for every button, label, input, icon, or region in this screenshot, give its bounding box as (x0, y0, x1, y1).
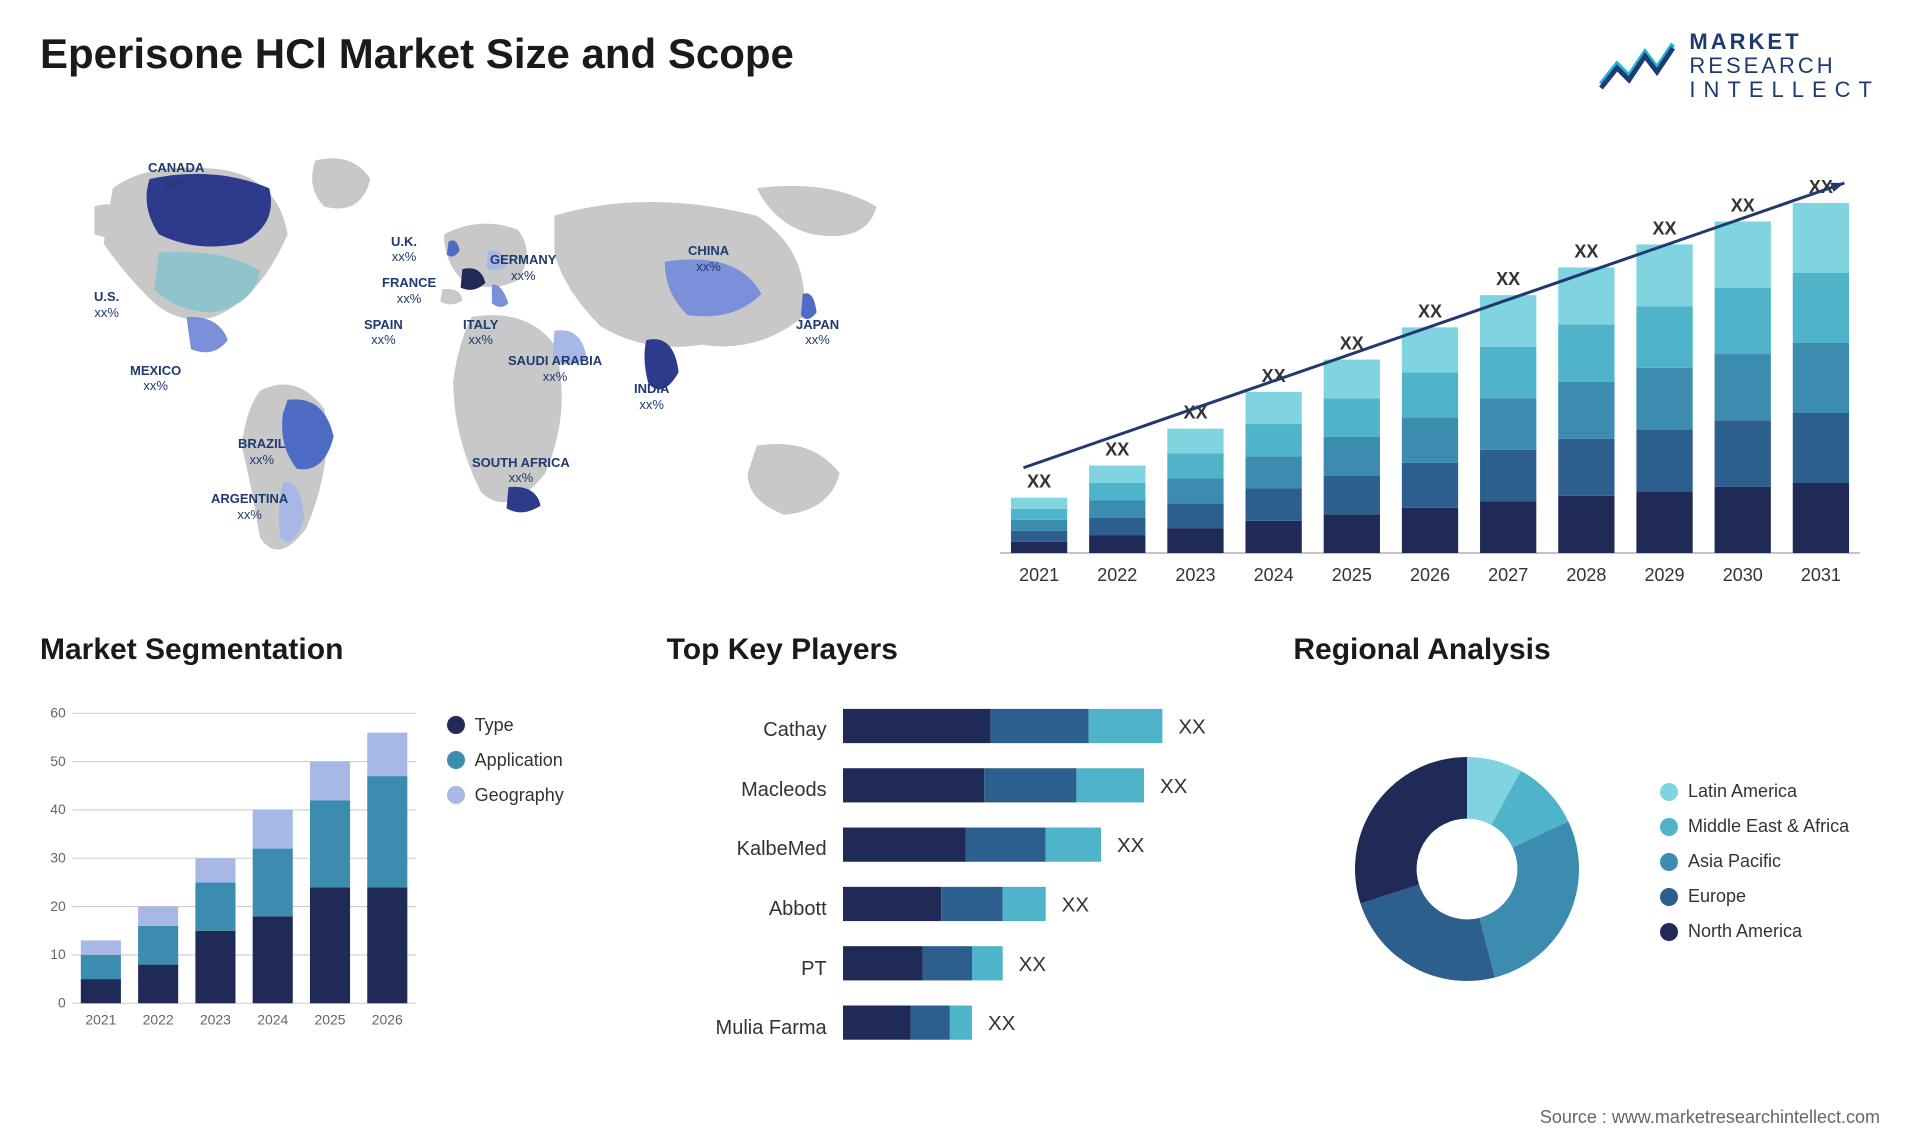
map-label-u-s-: U.S.xx% (94, 289, 119, 320)
players-bars: XX XX XX XX XX XX (843, 695, 1254, 1065)
svg-text:XX: XX (1574, 241, 1598, 261)
svg-text:XX: XX (1061, 893, 1089, 916)
map-label-spain: SPAINxx% (364, 317, 403, 348)
map-label-japan: JAPANxx% (796, 317, 839, 348)
svg-text:2025: 2025 (1332, 565, 1372, 585)
map-label-argentina: ARGENTINAxx% (211, 491, 288, 522)
svg-text:20: 20 (50, 897, 66, 913)
svg-text:2028: 2028 (1566, 565, 1606, 585)
region-legend-north-america: North America (1660, 921, 1880, 942)
svg-text:60: 60 (50, 704, 66, 720)
regional-panel: Regional Analysis Latin America Middle Ea… (1293, 633, 1880, 1053)
svg-text:2023: 2023 (200, 1011, 231, 1027)
segmentation-chart: 0 10 20 30 40 50 60 2021 2022 2023 2024 2025 2026 (40, 685, 427, 1053)
logo-text-1: MARKET (1689, 30, 1880, 54)
svg-text:0: 0 (58, 994, 66, 1010)
svg-text:XX: XX (1418, 301, 1442, 321)
svg-text:2026: 2026 (372, 1011, 403, 1027)
svg-text:XX: XX (1105, 439, 1129, 459)
svg-text:50: 50 (50, 752, 66, 768)
svg-text:30: 30 (50, 849, 66, 865)
map-label-china: CHINAxx% (688, 243, 729, 274)
svg-text:2027: 2027 (1488, 565, 1528, 585)
svg-text:2026: 2026 (1410, 565, 1450, 585)
svg-text:40: 40 (50, 801, 66, 817)
svg-text:2021: 2021 (85, 1011, 116, 1027)
map-label-brazil: BRAZILxx% (238, 436, 286, 467)
logo-text-3: INTELLECT (1689, 78, 1880, 102)
svg-text:2021: 2021 (1019, 565, 1059, 585)
player-name-pt: PT (667, 958, 827, 981)
regional-donut (1293, 729, 1640, 1009)
svg-text:XX: XX (988, 1012, 1016, 1035)
map-label-mexico: MEXICOxx% (130, 363, 181, 394)
svg-text:2024: 2024 (1254, 565, 1294, 585)
svg-text:2030: 2030 (1723, 565, 1763, 585)
svg-text:XX: XX (1731, 195, 1755, 215)
player-name-kalbemed: KalbeMed (667, 838, 827, 861)
logo-text-2: RESEARCH (1689, 54, 1880, 78)
players-panel: Top Key Players Cathay Macleods KalbeMed Ab… (667, 633, 1254, 1053)
regional-legend: Latin America Middle East & Africa Asia Pa… (1660, 781, 1880, 956)
map-label-france: FRANCExx% (382, 275, 436, 306)
seg-legend-geography: Geography (447, 785, 627, 806)
player-name-mulia-farma: Mulia Farma (667, 1017, 827, 1040)
svg-text:2023: 2023 (1175, 565, 1215, 585)
seg-legend-type: Type (447, 715, 627, 736)
map-label-saudi-arabia: SAUDI ARABIAxx% (508, 353, 602, 384)
map-label-germany: GERMANYxx% (490, 252, 556, 283)
players-names: Cathay Macleods KalbeMed Abbott PT Mulia Farm… (667, 695, 827, 1065)
source-attribution: Source : www.marketresearchintellect.com (1540, 1107, 1880, 1128)
players-title: Top Key Players (667, 633, 1254, 667)
svg-text:2029: 2029 (1645, 565, 1685, 585)
regional-title: Regional Analysis (1293, 633, 1880, 667)
svg-text:XX: XX (1496, 269, 1520, 289)
growth-chart: XX 2021 XX 2022 XX 2023 XX 2024 XX 2025 XX 2026 XX 20… (980, 133, 1880, 593)
svg-text:XX: XX (1653, 218, 1677, 238)
region-legend-europe: Europe (1660, 886, 1880, 907)
segmentation-title: Market Segmentation (40, 633, 627, 667)
seg-legend-application: Application (447, 750, 627, 771)
svg-text:2024: 2024 (257, 1011, 288, 1027)
svg-text:XX: XX (1027, 471, 1051, 491)
svg-text:XX: XX (1160, 774, 1188, 797)
region-legend-asia-pacific: Asia Pacific (1660, 851, 1880, 872)
svg-text:10: 10 (50, 946, 66, 962)
map-label-u-k-: U.K.xx% (391, 234, 417, 265)
svg-text:XX: XX (1018, 952, 1046, 975)
map-label-south-africa: SOUTH AFRICAxx% (472, 455, 570, 486)
region-legend-middle-east-africa: Middle East & Africa (1660, 816, 1880, 837)
svg-text:2022: 2022 (1097, 565, 1137, 585)
page-title: Eperisone HCl Market Size and Scope (40, 30, 794, 78)
svg-text:XX: XX (1178, 715, 1206, 738)
player-name-cathay: Cathay (667, 719, 827, 742)
svg-text:2025: 2025 (314, 1011, 345, 1027)
svg-text:2031: 2031 (1801, 565, 1841, 585)
player-name-abbott: Abbott (667, 898, 827, 921)
segmentation-panel: Market Segmentation 0 10 20 30 40 50 60 2021 202… (40, 633, 627, 1053)
map-label-india: INDIAxx% (634, 381, 669, 412)
brand-logo: MARKET RESEARCH INTELLECT (1597, 30, 1880, 103)
svg-text:XX: XX (1117, 834, 1145, 857)
region-legend-latin-america: Latin America (1660, 781, 1880, 802)
logo-icon (1597, 34, 1677, 99)
svg-text:2022: 2022 (143, 1011, 174, 1027)
map-label-italy: ITALYxx% (463, 317, 498, 348)
world-map: CANADAxx% U.S.xx% MEXICOxx% BRAZILxx% ARGENT… (40, 133, 940, 593)
map-label-canada: CANADAxx% (148, 160, 204, 191)
player-name-macleods: Macleods (667, 779, 827, 802)
segmentation-legend: Type Application Geography (447, 685, 627, 1053)
